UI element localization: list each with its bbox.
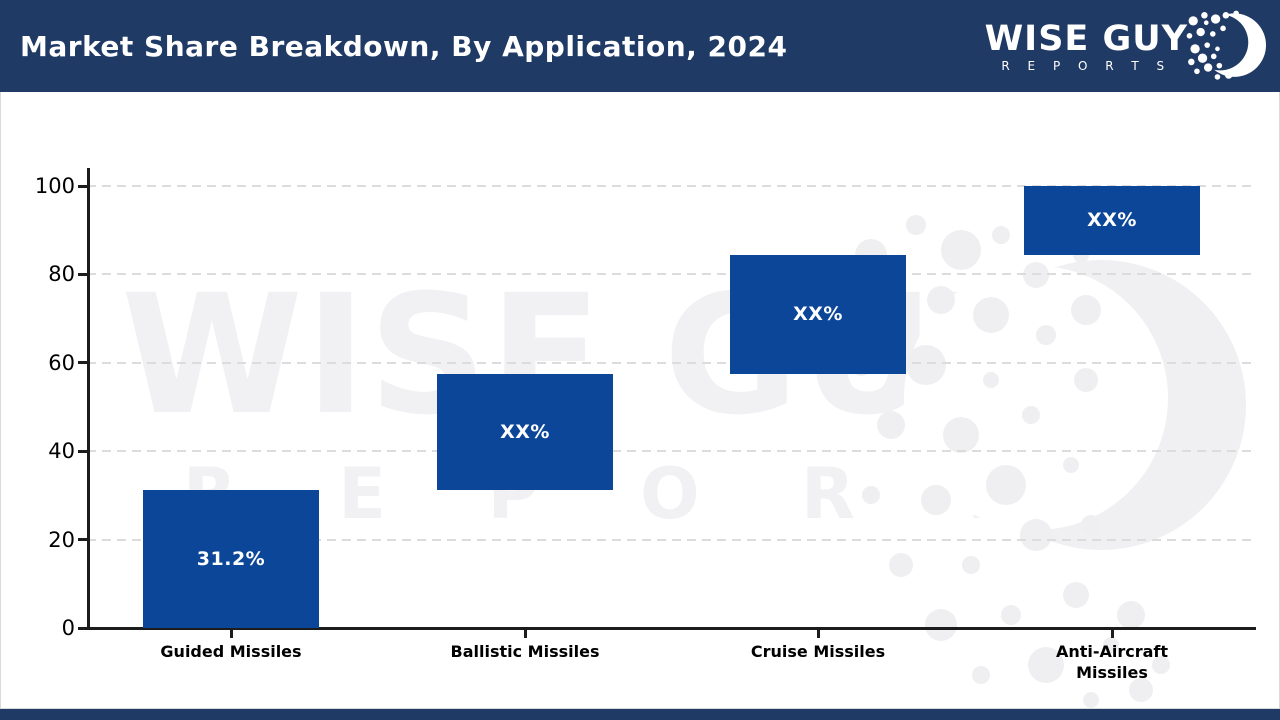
x-tick-mark — [523, 630, 527, 638]
gridline — [87, 185, 1256, 187]
x-axis-line — [87, 627, 1256, 630]
x-axis-category-label: Cruise Missiles — [750, 642, 886, 661]
y-tick-label: 60 — [48, 350, 75, 375]
gridline — [87, 273, 1256, 276]
y-tick-label: 40 — [48, 439, 75, 464]
bar-value-label: XX% — [500, 421, 550, 444]
x-axis-category-label: Ballistic Missiles — [450, 642, 600, 661]
y-tick-mark — [78, 361, 87, 365]
bar: XX% — [437, 374, 613, 491]
x-tick-mark — [816, 630, 820, 638]
bar-value-label: 31.2% — [196, 548, 266, 571]
y-tick-mark — [78, 626, 87, 630]
y-tick-mark — [78, 272, 87, 276]
y-tick-label: 0 — [61, 616, 75, 640]
bar: XX% — [1024, 186, 1200, 255]
y-axis-line — [87, 168, 90, 630]
bar: 31.2% — [143, 490, 319, 628]
logo-wordmark: WISE GUY R E P O R T S — [985, 21, 1188, 73]
x-axis-category-label: Anti-Aircraft Missiles — [1055, 642, 1169, 682]
page-title: Market Share Breakdown, By Application, … — [20, 29, 788, 63]
y-tick-label: 20 — [48, 527, 75, 552]
plot-region: WISE GUY R E P O R T S 0 20 4 — [0, 92, 1280, 709]
x-tick-mark — [1110, 630, 1114, 638]
bar-value-label: XX% — [793, 303, 843, 326]
header-band: Market Share Breakdown, By Application, … — [0, 0, 1280, 92]
logo-wordmark-text: WISE GUY — [984, 19, 1188, 59]
gridline — [87, 450, 1256, 453]
x-axis-category-label: Guided Missiles — [160, 642, 302, 661]
gridline — [87, 538, 1256, 541]
y-tick-mark — [78, 184, 87, 188]
y-tick-mark — [78, 538, 87, 542]
wise-guy-logo: WISE GUY R E P O R T S — [985, 8, 1266, 86]
logo-face-icon — [1186, 10, 1266, 80]
bar: XX% — [730, 254, 906, 375]
y-tick-label: 100 — [34, 174, 75, 198]
y-tick-mark — [78, 449, 87, 453]
y-tick-label: 80 — [48, 262, 75, 287]
x-tick-mark — [229, 630, 233, 638]
gridline — [87, 361, 1256, 364]
bar-value-label: XX% — [1087, 209, 1137, 232]
logo-subtitle-text: R E P O R T S — [1001, 59, 1172, 73]
footer-band — [0, 708, 1280, 720]
